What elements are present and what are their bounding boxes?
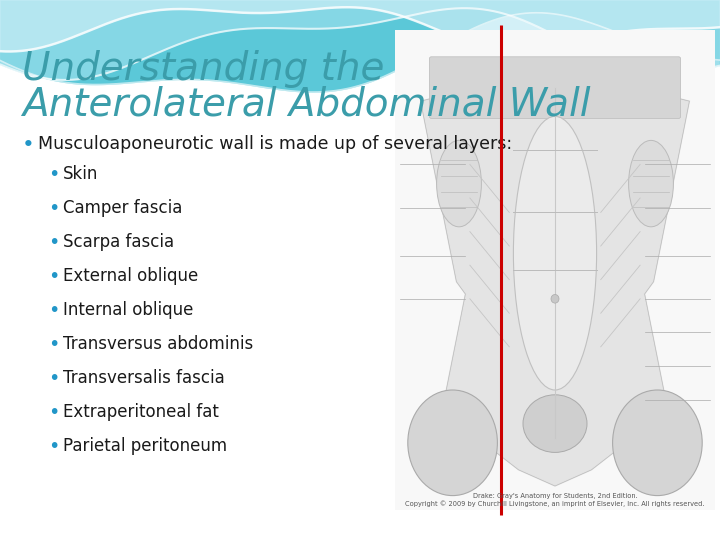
Text: Copyright © 2009 by Churchill Livingstone, an imprint of Elsevier, Inc. All righ: Copyright © 2009 by Churchill Livingston… — [405, 501, 705, 508]
Text: Internal oblique: Internal oblique — [63, 301, 194, 319]
Text: •: • — [48, 369, 59, 388]
Text: Understanding the: Understanding the — [22, 50, 384, 88]
Text: Scarpa fascia: Scarpa fascia — [63, 233, 174, 251]
Text: Drake: Gray's Anatomy for Students, 2nd Edition.: Drake: Gray's Anatomy for Students, 2nd … — [472, 493, 637, 499]
Ellipse shape — [629, 140, 673, 227]
Text: Transversus abdominis: Transversus abdominis — [63, 335, 253, 353]
Text: •: • — [48, 267, 59, 286]
Text: Musculoaponeurotic wall is made up of several layers:: Musculoaponeurotic wall is made up of se… — [38, 135, 512, 153]
Ellipse shape — [436, 140, 482, 227]
FancyBboxPatch shape — [429, 57, 680, 118]
Ellipse shape — [551, 294, 559, 303]
Text: Parietal peritoneum: Parietal peritoneum — [63, 437, 227, 455]
Text: •: • — [48, 335, 59, 354]
Polygon shape — [420, 87, 690, 486]
Bar — [395, 30, 715, 510]
Text: Anterolateral Abdominal Wall: Anterolateral Abdominal Wall — [22, 85, 590, 123]
Ellipse shape — [613, 390, 702, 496]
Text: •: • — [48, 233, 59, 252]
Text: Transversalis fascia: Transversalis fascia — [63, 369, 225, 387]
Text: •: • — [48, 403, 59, 422]
Ellipse shape — [408, 390, 498, 496]
Text: •: • — [48, 301, 59, 320]
Ellipse shape — [513, 117, 597, 390]
Ellipse shape — [523, 395, 587, 453]
Text: Camper fascia: Camper fascia — [63, 199, 182, 217]
Text: •: • — [48, 199, 59, 218]
Text: Extraperitoneal fat: Extraperitoneal fat — [63, 403, 219, 421]
Text: External oblique: External oblique — [63, 267, 198, 285]
Text: •: • — [22, 135, 35, 155]
Text: •: • — [48, 437, 59, 456]
Text: •: • — [48, 165, 59, 184]
Text: Skin: Skin — [63, 165, 99, 183]
